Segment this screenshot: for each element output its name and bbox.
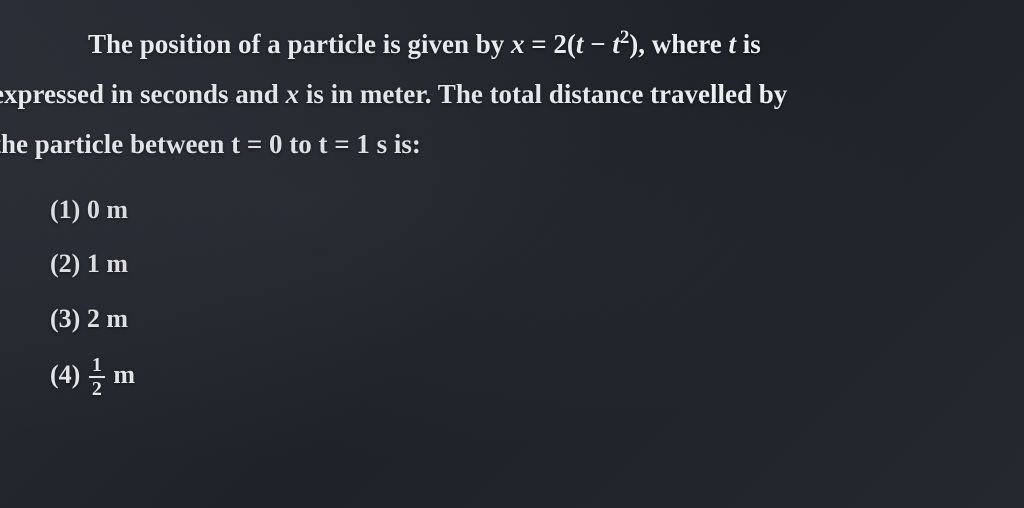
option-3: (3) 2 m [40, 301, 984, 337]
eq-minus: − [583, 29, 612, 59]
fraction-den: 2 [89, 378, 105, 399]
fraction-num: 1 [89, 355, 105, 378]
option-1: (1) 0 m [40, 192, 984, 228]
option-4: (4) 12 m [40, 355, 984, 399]
options-list: (1) 0 m (2) 1 m (3) 2 m (4) 12 m [40, 192, 984, 399]
q-line2-var-x: x [286, 79, 300, 109]
q-line1-suffix: , where [638, 29, 728, 59]
q-line1-var-t: t [729, 29, 737, 59]
eq-paren-close: ) [629, 29, 638, 59]
eq-exp: 2 [620, 27, 629, 48]
eq-var2: t [612, 29, 620, 59]
option-4-suffix: m [107, 360, 135, 389]
q-line1-prefix: The position of a particle is given by [88, 29, 511, 59]
q-line2-prefix: expressed in seconds and [0, 79, 286, 109]
option-2: (2) 1 m [40, 246, 984, 282]
eq-paren-open: ( [567, 29, 576, 59]
eq-lhs: x [511, 29, 525, 59]
fraction: 12 [89, 355, 105, 399]
eq-eq: = 2 [525, 29, 567, 59]
q-line1-end: is [736, 29, 761, 59]
q-line3: the particle between t = 0 to t = 1 s is… [0, 129, 421, 159]
q-line2-rest: is in meter. The total distance travelle… [299, 79, 787, 109]
question-text: The position of a particle is given by x… [40, 20, 984, 170]
option-4-prefix: (4) [50, 360, 87, 389]
